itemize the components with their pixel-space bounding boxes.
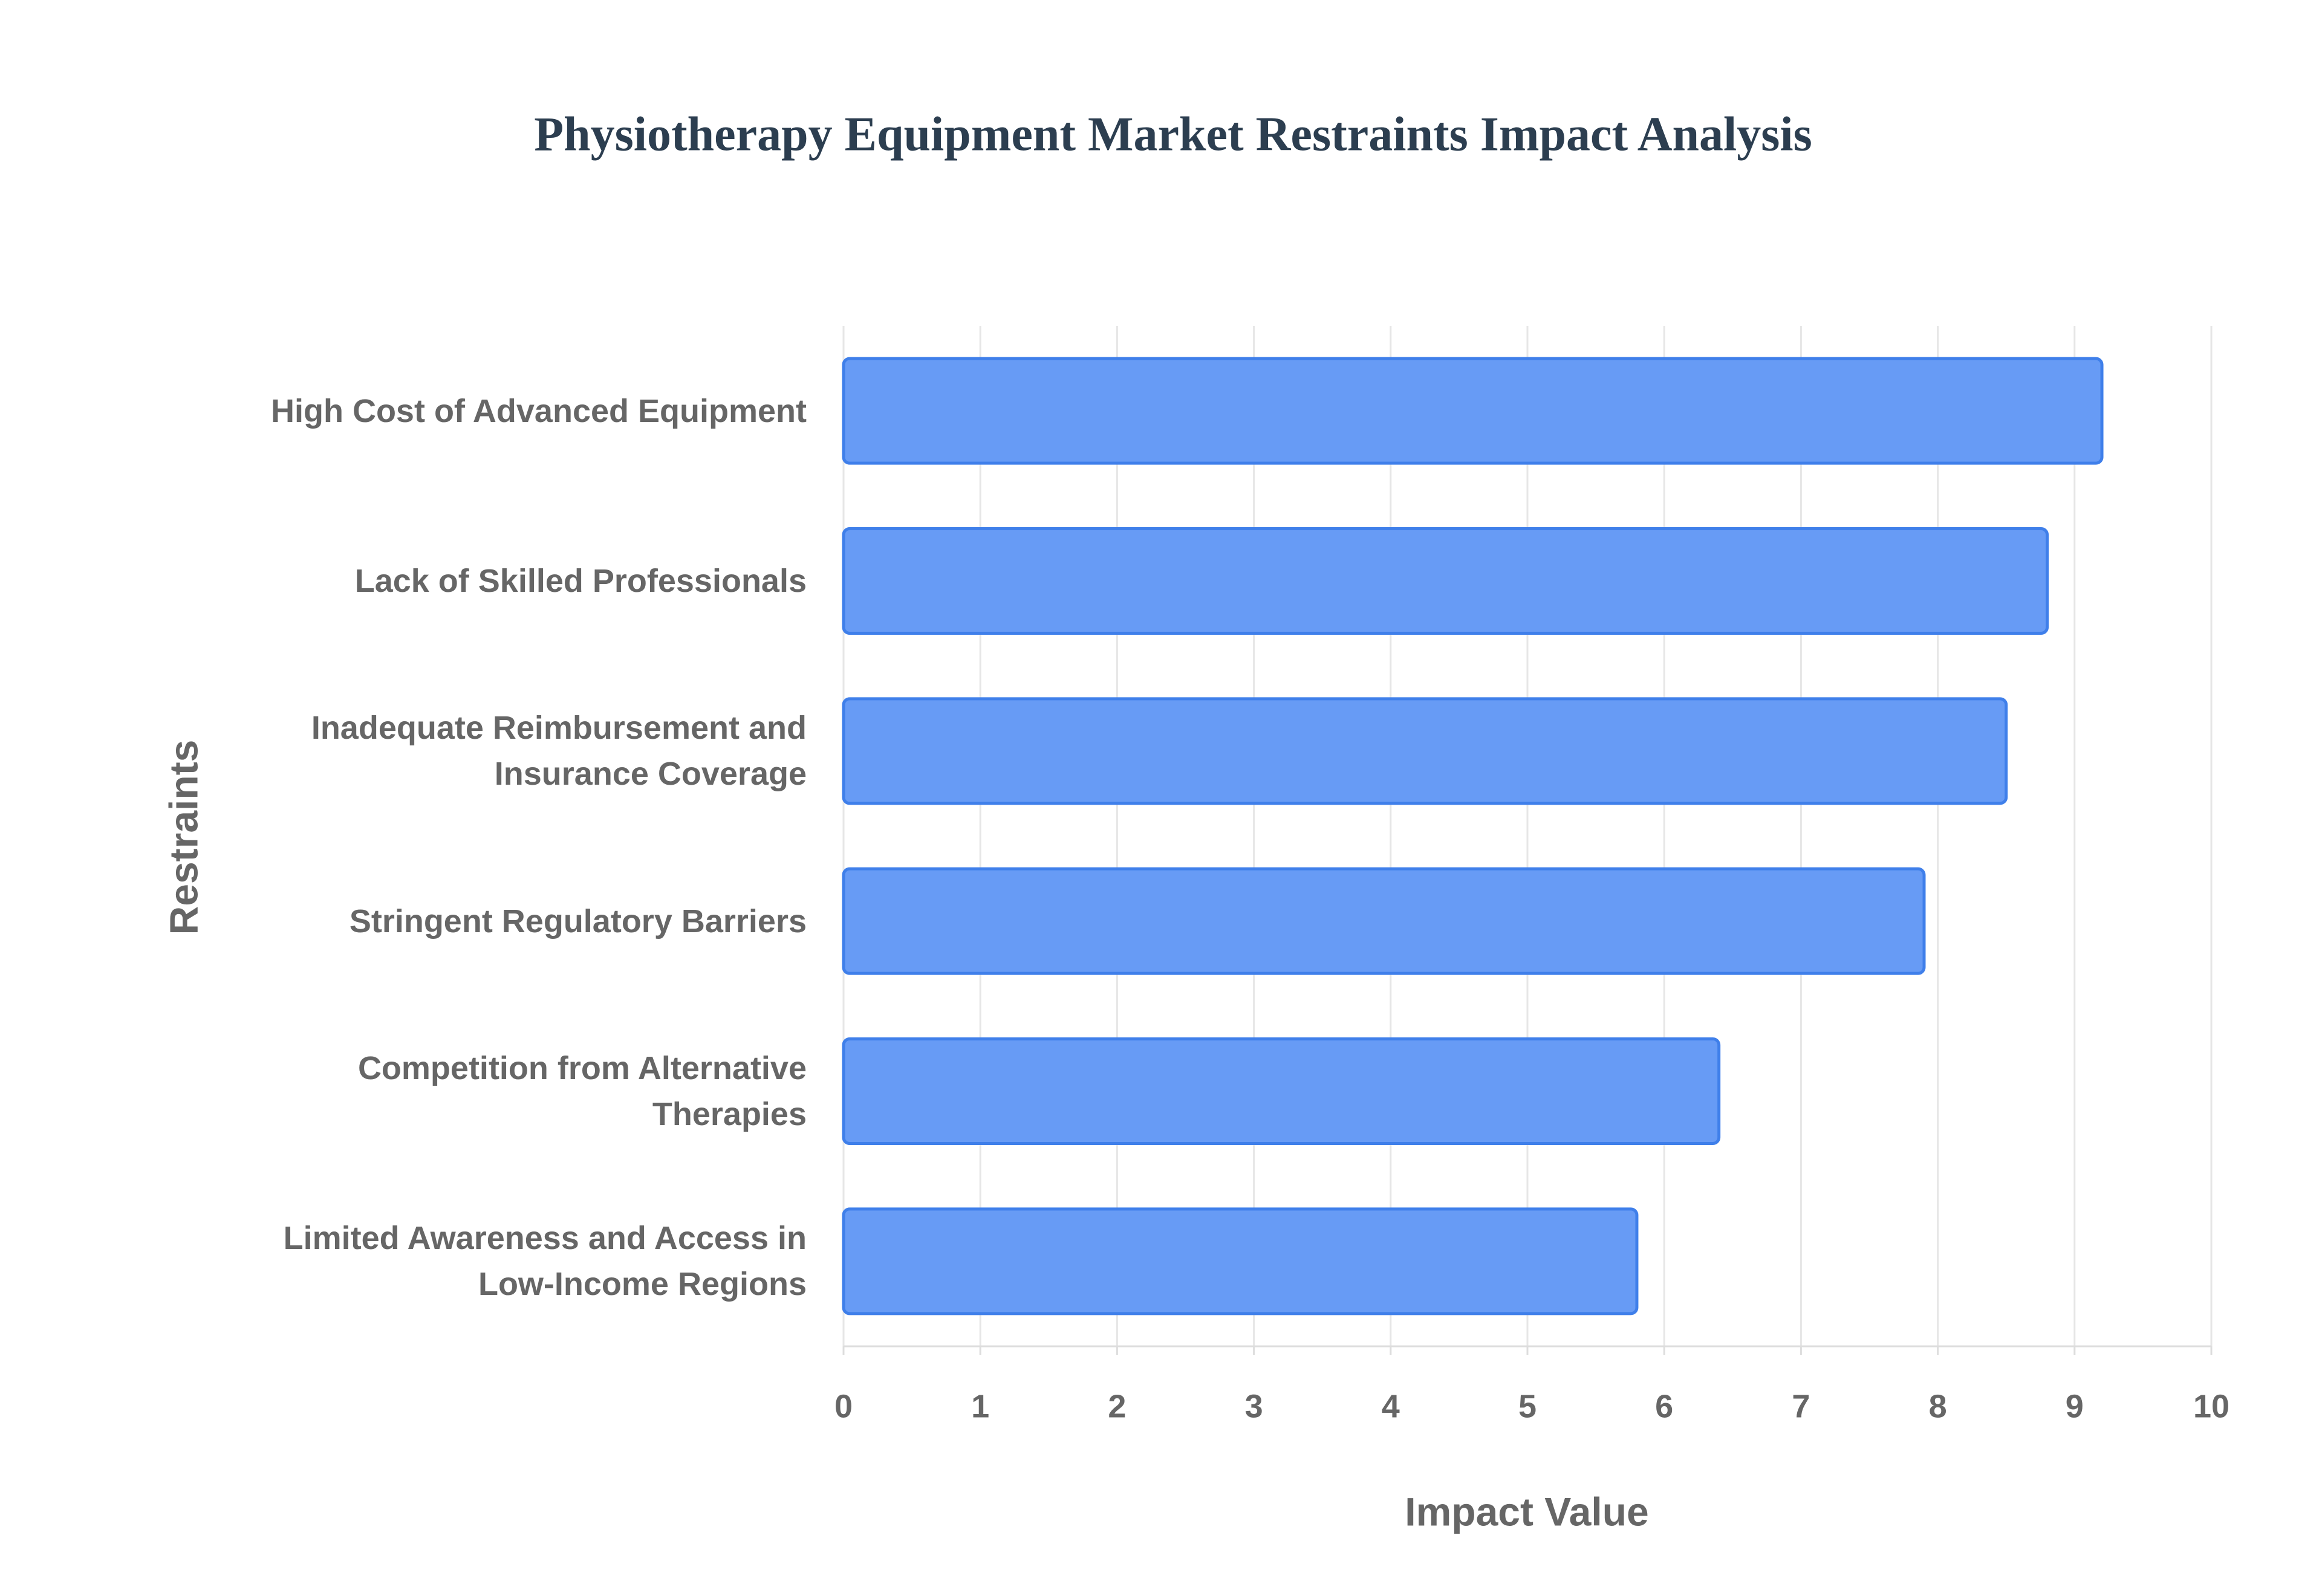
bar <box>842 1207 1639 1315</box>
bar <box>842 697 2008 805</box>
bar <box>842 527 2049 635</box>
y-tick-label: Inadequate Reimbursement and Insurance C… <box>311 710 807 793</box>
chart-title: Physiotherapy Equipment Market Restraint… <box>534 108 1812 161</box>
x-tick-label: 4 <box>1382 1388 1400 1424</box>
x-tick-label: 6 <box>1655 1388 1673 1424</box>
x-tick-label: 9 <box>2066 1388 2084 1424</box>
bar <box>842 1037 1721 1145</box>
bar <box>842 357 2104 465</box>
x-tick-label: 5 <box>1518 1388 1537 1424</box>
y-tick-label: High Cost of Advanced Equipment <box>270 392 807 429</box>
x-tick-label: 1 <box>971 1388 989 1424</box>
x-tick-label: 7 <box>1792 1388 1810 1424</box>
y-tick-label: Lack of Skilled Professionals <box>354 563 807 599</box>
y-tick-label: Limited Awareness and Access in Low-Inco… <box>283 1220 807 1303</box>
x-tick-label: 3 <box>1245 1388 1263 1424</box>
x-tick-label: 8 <box>1929 1388 1947 1424</box>
bar <box>842 867 1926 975</box>
x-tick-label: 2 <box>1108 1388 1126 1424</box>
x-tick-label: 10 <box>2193 1388 2229 1424</box>
y-tick-label: Stringent Regulatory Barriers <box>349 903 807 939</box>
x-axis-title: Impact Value <box>1405 1489 1649 1534</box>
y-axis-title: Restraints <box>161 740 206 935</box>
y-tick-label: Competition from Alternative Therapies <box>357 1050 807 1132</box>
x-tick-label: 0 <box>834 1388 853 1424</box>
